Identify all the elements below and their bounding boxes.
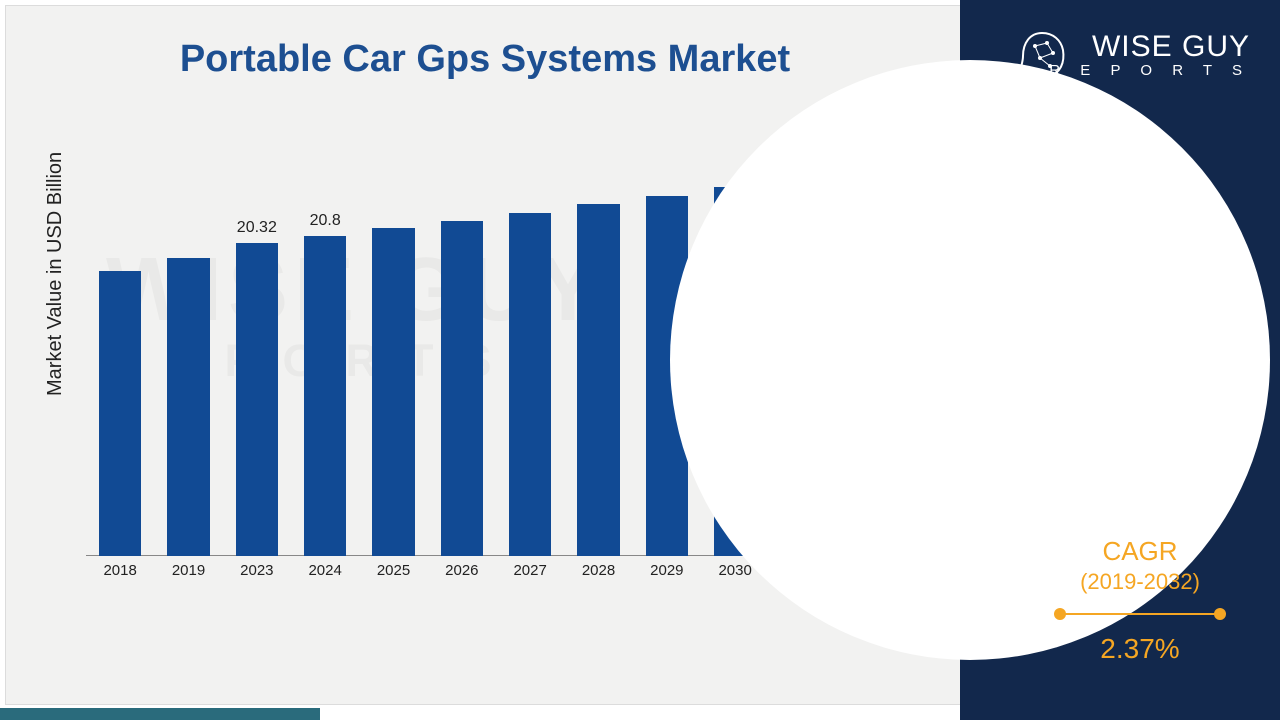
- bar-group: 20.32: [236, 219, 278, 556]
- x-tick-label: 2019: [172, 562, 205, 579]
- bar: [304, 236, 346, 556]
- cagr-dot-right: [1214, 608, 1226, 620]
- bar: [577, 204, 619, 556]
- bar: [236, 243, 278, 556]
- x-tick-label: 2026: [445, 562, 478, 579]
- x-tick-label: 2023: [240, 562, 273, 579]
- bar-group: [167, 258, 209, 556]
- x-tick-label: 2018: [103, 562, 136, 579]
- x-tick-label: 2030: [718, 562, 751, 579]
- bar: [441, 221, 483, 556]
- bar: [509, 213, 551, 556]
- logo-sub-text: R E P O R T S: [1049, 62, 1250, 79]
- x-tick-label: 2029: [650, 562, 683, 579]
- x-tick-label: 2025: [377, 562, 410, 579]
- logo-block: WISE GUY R E P O R T S: [1049, 30, 1250, 79]
- cagr-range: (2019-2032): [1040, 569, 1240, 595]
- bar: [99, 271, 141, 556]
- x-tick-label: 2028: [582, 562, 615, 579]
- bar: [167, 258, 209, 556]
- bar-group: 20.8: [304, 212, 346, 556]
- bar-group: [99, 271, 141, 556]
- chart-title: Portable Car Gps Systems Market: [180, 38, 790, 81]
- cagr-value: 2.37%: [1040, 633, 1240, 665]
- bar-group: [441, 221, 483, 556]
- bar-value-label: 20.8: [310, 212, 341, 230]
- cagr-title: CAGR: [1040, 536, 1240, 567]
- bar-value-label: 20.32: [237, 219, 277, 237]
- accent-bar: [0, 708, 320, 720]
- y-axis-label: Market Value in USD Billion: [44, 152, 67, 396]
- bar-group: [509, 213, 551, 556]
- cagr-dot-left: [1054, 608, 1066, 620]
- bar-group: [372, 228, 414, 556]
- logo-main-text: WISE GUY: [1049, 30, 1250, 64]
- x-tick-label: 2027: [513, 562, 546, 579]
- cagr-divider: [1060, 613, 1220, 615]
- bar-group: [577, 204, 619, 556]
- bar: [372, 228, 414, 556]
- cagr-block: CAGR (2019-2032) 2.37%: [1040, 536, 1240, 665]
- x-tick-label: 2024: [308, 562, 341, 579]
